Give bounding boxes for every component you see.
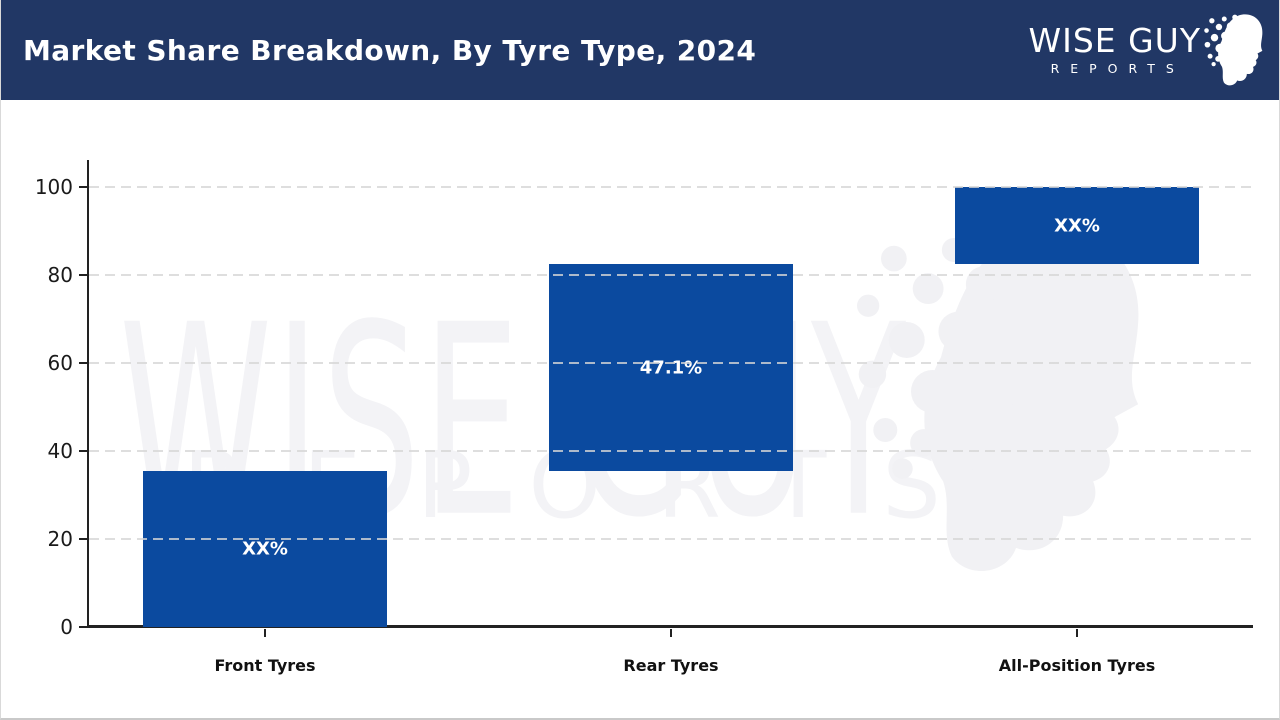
y-tick-label: 0 (60, 615, 73, 639)
chart-title: Market Share Breakdown, By Tyre Type, 20… (23, 33, 757, 67)
y-tick-mark (79, 274, 87, 276)
logo-wordmark: WISE GUY (1028, 21, 1201, 61)
header: Market Share Breakdown, By Tyre Type, 20… (1, 0, 1279, 100)
gridline (89, 450, 1253, 452)
bar-front-tyres: XX% (143, 471, 387, 627)
y-tick-label: 80 (47, 263, 73, 287)
x-category-label: Front Tyres (214, 656, 316, 675)
x-tick-mark (670, 629, 672, 637)
bar-value-label: 47.1% (639, 357, 703, 379)
y-tick-mark (79, 450, 87, 452)
bar-rear-tyres: 47.1% (549, 264, 793, 472)
bar-all-position-tyres: XX% (955, 187, 1199, 264)
y-tick-mark (79, 186, 87, 188)
y-tick-mark (79, 362, 87, 364)
gridline (89, 274, 1253, 276)
x-category-label: Rear Tyres (623, 656, 719, 675)
gridline (89, 186, 1253, 188)
x-axis-line (87, 625, 1253, 628)
y-tick-mark (79, 538, 87, 540)
watermark-head-icon (857, 227, 1139, 572)
logo-text: WISE GUY REPORTS (1028, 24, 1201, 76)
chart-canvas: WISE GUY REPORTS 0 20 40 60 80 100 XX% Front Ty… (1, 100, 1280, 720)
x-tick-mark (1076, 629, 1078, 637)
bar-value-label: XX% (1054, 215, 1100, 236)
y-tick-label: 20 (47, 527, 73, 551)
logo-subtitle: REPORTS (1050, 60, 1185, 76)
x-category-label: All-Position Tyres (998, 656, 1156, 675)
y-tick-label: 40 (47, 439, 73, 463)
plot-area: 0 20 40 60 80 100 XX% Front Tyres 47.1% Rear Tyre… (35, 160, 1253, 675)
y-tick-mark (79, 626, 87, 628)
x-tick-mark (264, 629, 266, 637)
logo-head-icon (1204, 14, 1263, 86)
gridline (89, 538, 1253, 540)
y-tick-label: 100 (34, 175, 73, 199)
y-tick-label: 60 (47, 351, 73, 375)
bar-value-label: XX% (242, 538, 288, 560)
y-axis-line (87, 160, 89, 627)
wise-guy-logo: WISE GUY REPORTS (1028, 12, 1265, 88)
gridline (89, 362, 1253, 364)
